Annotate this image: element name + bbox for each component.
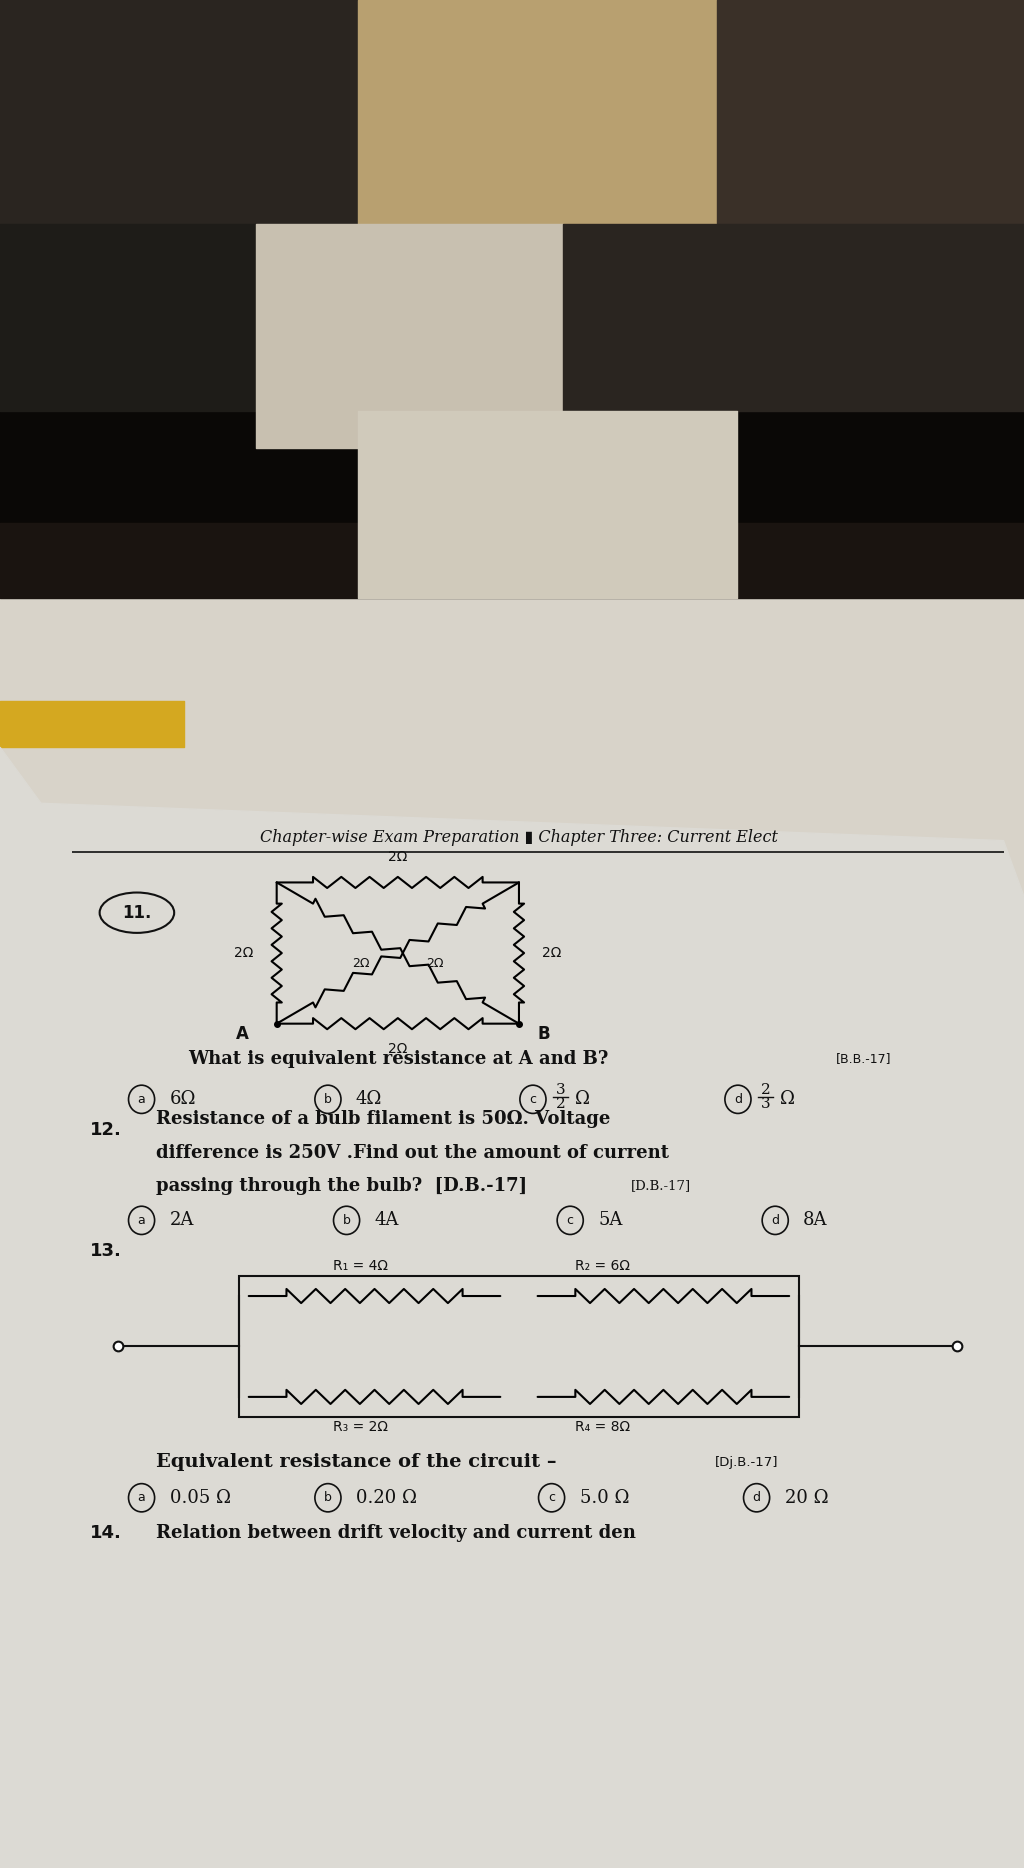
Text: 2Ω: 2Ω bbox=[234, 945, 253, 960]
Text: a: a bbox=[137, 1093, 145, 1106]
Text: 5A: 5A bbox=[598, 1210, 623, 1229]
Text: b: b bbox=[324, 1491, 332, 1504]
Text: Ω: Ω bbox=[574, 1091, 590, 1108]
Text: 4A: 4A bbox=[375, 1210, 399, 1229]
Text: Ω: Ω bbox=[780, 1091, 795, 1108]
Text: R₃ = 2Ω: R₃ = 2Ω bbox=[333, 1420, 388, 1435]
Text: 11.: 11. bbox=[122, 904, 152, 921]
Polygon shape bbox=[0, 747, 1024, 1868]
Text: R₄ = 8Ω: R₄ = 8Ω bbox=[575, 1420, 631, 1435]
Text: A: A bbox=[236, 1026, 249, 1042]
Text: c: c bbox=[548, 1491, 555, 1504]
Text: [B.B.-17]: [B.B.-17] bbox=[836, 1052, 891, 1065]
Text: Relation between drift velocity and current den: Relation between drift velocity and curr… bbox=[156, 1524, 636, 1543]
Text: 2A: 2A bbox=[170, 1210, 194, 1229]
Text: 2Ω: 2Ω bbox=[388, 850, 408, 865]
Text: 6Ω: 6Ω bbox=[170, 1091, 196, 1108]
Text: d: d bbox=[734, 1093, 742, 1106]
Text: 14.: 14. bbox=[90, 1524, 122, 1543]
Text: 13.: 13. bbox=[90, 1242, 122, 1259]
Text: 2Ω: 2Ω bbox=[352, 956, 370, 969]
Text: B: B bbox=[538, 1026, 550, 1042]
Text: 0.05 Ω: 0.05 Ω bbox=[170, 1489, 230, 1507]
Text: [D.B.-17]: [D.B.-17] bbox=[631, 1179, 691, 1192]
Text: 0.20 Ω: 0.20 Ω bbox=[356, 1489, 417, 1507]
Text: Equivalent resistance of the circuit –: Equivalent resistance of the circuit – bbox=[156, 1453, 556, 1472]
Text: passing through the bulb?  [D.B.-17]: passing through the bulb? [D.B.-17] bbox=[156, 1177, 526, 1196]
Text: 3: 3 bbox=[761, 1097, 771, 1111]
Text: d: d bbox=[753, 1491, 761, 1504]
Text: R₂ = 6Ω: R₂ = 6Ω bbox=[575, 1259, 631, 1272]
Text: a: a bbox=[137, 1491, 145, 1504]
Text: 2Ω: 2Ω bbox=[426, 956, 443, 969]
Text: 4Ω: 4Ω bbox=[356, 1091, 382, 1108]
Text: Chapter-wise Exam Preparation ▮ Chapter Three: Current Elect: Chapter-wise Exam Preparation ▮ Chapter … bbox=[260, 829, 778, 846]
Text: difference is 250V .Find out the amount of current: difference is 250V .Find out the amount … bbox=[156, 1143, 669, 1162]
Text: a: a bbox=[137, 1214, 145, 1227]
Text: b: b bbox=[343, 1214, 350, 1227]
Text: R₁ = 4Ω: R₁ = 4Ω bbox=[333, 1259, 388, 1272]
Text: 3: 3 bbox=[556, 1083, 565, 1097]
Bar bbox=[240, 1276, 799, 1418]
Text: Resistance of a bulb filament is 50Ω. Voltage: Resistance of a bulb filament is 50Ω. Vo… bbox=[156, 1110, 610, 1128]
Text: 20 Ω: 20 Ω bbox=[784, 1489, 828, 1507]
Text: 2Ω: 2Ω bbox=[388, 1042, 408, 1055]
Text: 2: 2 bbox=[556, 1097, 566, 1111]
Text: 2Ω: 2Ω bbox=[543, 945, 561, 960]
Text: b: b bbox=[324, 1093, 332, 1106]
Text: c: c bbox=[529, 1093, 537, 1106]
Text: d: d bbox=[771, 1214, 779, 1227]
Text: What is equivalent resistance at A and B?: What is equivalent resistance at A and B… bbox=[187, 1050, 608, 1068]
Text: [Dj.B.-17]: [Dj.B.-17] bbox=[715, 1455, 778, 1468]
Text: 2: 2 bbox=[761, 1083, 771, 1097]
Text: 12.: 12. bbox=[90, 1121, 122, 1139]
Text: 5.0 Ω: 5.0 Ω bbox=[580, 1489, 629, 1507]
Text: 8A: 8A bbox=[803, 1210, 827, 1229]
Text: c: c bbox=[566, 1214, 573, 1227]
